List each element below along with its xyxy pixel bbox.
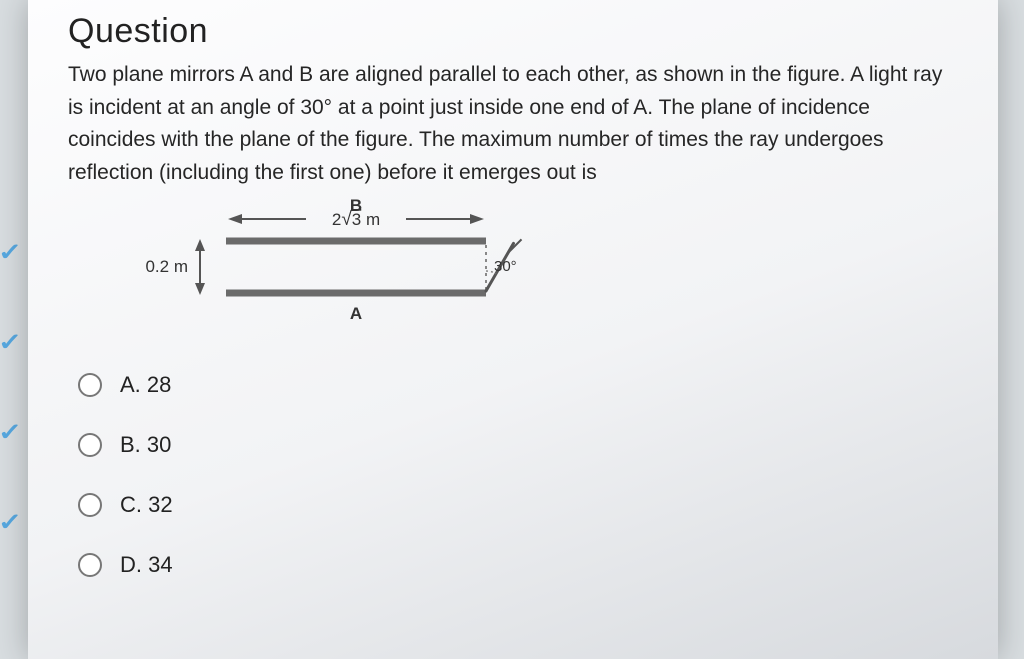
sidebar-check-icon: ✓ xyxy=(0,418,22,447)
option-c[interactable]: C. 32 xyxy=(78,492,958,518)
option-label: A. 28 xyxy=(120,372,171,398)
mirror-diagram: B2√3 mA0.2 m30° xyxy=(138,199,958,354)
sidebar-check-icon: ✓ xyxy=(0,238,22,267)
option-label: C. 32 xyxy=(120,492,173,518)
answer-options: A. 28 B. 30 C. 32 D. 34 xyxy=(68,372,958,578)
sidebar-check-icon: ✓ xyxy=(0,508,22,537)
question-page: Question Two plane mirrors A and B are a… xyxy=(28,0,998,659)
radio-icon xyxy=(78,553,102,577)
radio-icon xyxy=(78,433,102,457)
question-heading: Question xyxy=(68,12,958,51)
radio-icon xyxy=(78,493,102,517)
svg-text:2√3 m: 2√3 m xyxy=(332,209,380,230)
svg-text:0.2 m: 0.2 m xyxy=(145,257,188,276)
sidebar-check-icon: ✓ xyxy=(0,328,22,357)
option-d[interactable]: D. 34 xyxy=(78,552,958,578)
question-text: Two plane mirrors A and B are aligned pa… xyxy=(68,59,958,189)
option-a[interactable]: A. 28 xyxy=(78,372,958,398)
svg-text:30°: 30° xyxy=(494,258,517,275)
option-label: B. 30 xyxy=(120,432,171,458)
option-label: D. 34 xyxy=(120,552,173,578)
radio-icon xyxy=(78,373,102,397)
option-b[interactable]: B. 30 xyxy=(78,432,958,458)
svg-text:A: A xyxy=(350,304,362,323)
